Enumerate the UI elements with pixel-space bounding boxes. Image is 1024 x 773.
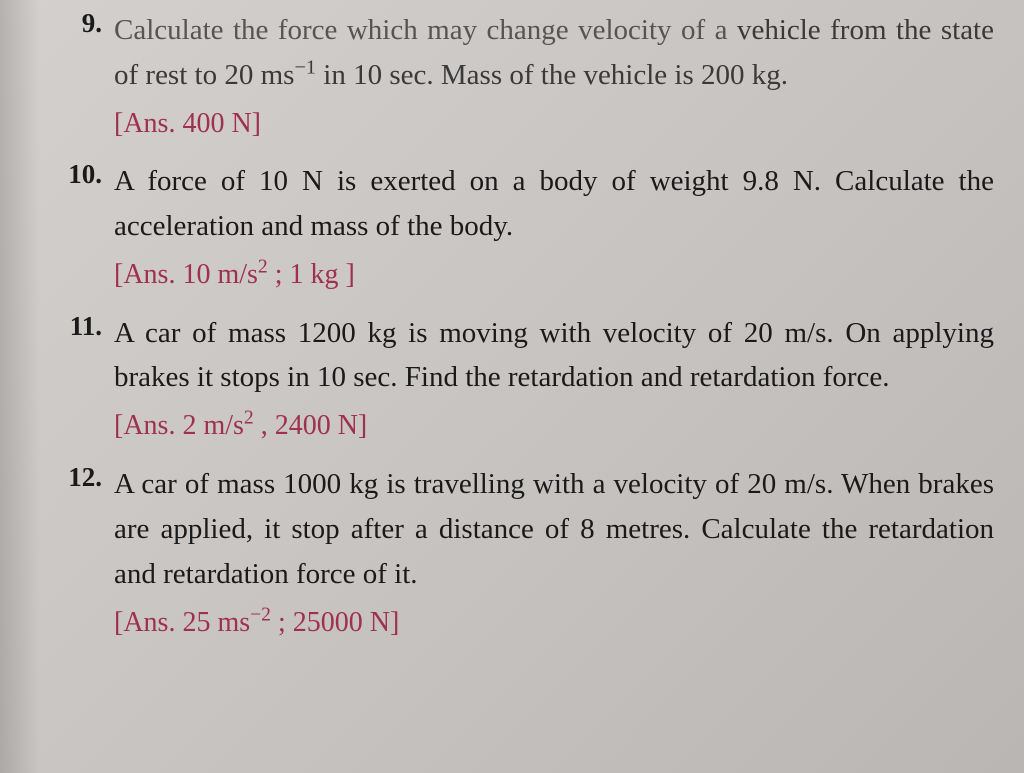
problem-12: 12. A car of mass 1000 kg is travelling … bbox=[60, 462, 994, 644]
answer-pre: [Ans. 25 ms bbox=[114, 607, 250, 638]
answer-post: ; 25000 N] bbox=[271, 607, 399, 638]
problem-answer: [Ans. 2 m/s2 , 2400 N] bbox=[114, 404, 994, 447]
problem-number: 9. bbox=[60, 8, 114, 39]
superscript: 2 bbox=[244, 408, 254, 429]
problem-text: A car of mass 1200 kg is moving with vel… bbox=[114, 311, 994, 401]
problem-11: 11. A car of mass 1200 kg is moving with… bbox=[60, 311, 994, 448]
problem-content: A car of mass 1200 kg is moving with vel… bbox=[114, 311, 994, 448]
problem-number: 12. bbox=[60, 462, 114, 493]
answer-pre: [Ans. 2 m/s bbox=[114, 410, 244, 441]
problem-number: 11. bbox=[60, 311, 114, 342]
answer-post: ; 1 kg ] bbox=[268, 259, 355, 290]
problem-content: Calculate the force which may change vel… bbox=[114, 8, 994, 145]
page-binding-shadow bbox=[0, 0, 40, 773]
problem-text: Calculate the force which may change vel… bbox=[114, 8, 994, 98]
problem-content: A force of 10 N is exerted on a body of … bbox=[114, 159, 994, 296]
problem-text: A car of mass 1000 kg is travelling with… bbox=[114, 462, 994, 597]
problem-text: A force of 10 N is exerted on a body of … bbox=[114, 159, 994, 249]
problem-9: 9. Calculate the force which may change … bbox=[60, 8, 994, 145]
problem-text-line-tail: in 10 sec. bbox=[316, 59, 434, 91]
problem-number: 10. bbox=[60, 159, 114, 190]
superscript: 2 bbox=[258, 257, 268, 278]
problem-10: 10. A force of 10 N is exerted on a body… bbox=[60, 159, 994, 296]
problem-content: A car of mass 1000 kg is travelling with… bbox=[114, 462, 994, 644]
answer-post: , 2400 N] bbox=[254, 410, 368, 441]
problem-answer: [Ans. 25 ms−2 ; 25000 N] bbox=[114, 601, 994, 644]
superscript: −2 bbox=[250, 604, 271, 625]
problem-answer: [Ans. 400 N] bbox=[114, 102, 994, 145]
problem-text-line: Mass of the vehicle is 200 kg. bbox=[441, 59, 788, 91]
superscript: −1 bbox=[294, 56, 316, 78]
problem-text-line-faded: Calculate the force which may change vel… bbox=[114, 14, 727, 46]
problem-answer: [Ans. 10 m/s2 ; 1 kg ] bbox=[114, 253, 994, 296]
answer-pre: [Ans. 10 m/s bbox=[114, 259, 258, 290]
